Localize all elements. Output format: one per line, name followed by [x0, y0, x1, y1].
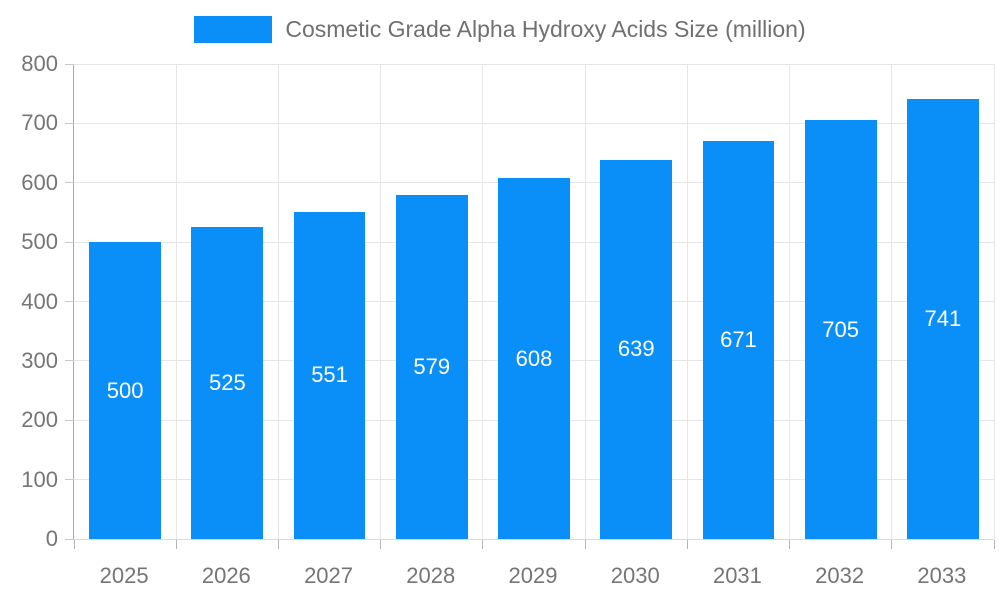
legend: Cosmetic Grade Alpha Hydroxy Acids Size … — [0, 16, 1000, 43]
bar[interactable]: 608 — [498, 178, 570, 539]
x-axis-label: 2027 — [304, 563, 354, 588]
y-axis-tick — [65, 301, 74, 302]
y-axis-tick — [65, 360, 74, 362]
bar-value-label: 608 — [515, 345, 553, 371]
gridline-h — [74, 63, 994, 65]
bar[interactable]: 525 — [191, 227, 264, 539]
gridline-v — [584, 64, 586, 539]
legend-label: Cosmetic Grade Alpha Hydroxy Acids Size … — [285, 16, 806, 42]
bar[interactable]: 500 — [89, 242, 161, 539]
x-axis-label: 2025 — [99, 563, 149, 588]
bar[interactable]: 741 — [907, 99, 979, 539]
y-axis-label: 800 — [21, 51, 58, 76]
bar-value-label: 741 — [924, 306, 962, 332]
gridline-v — [686, 64, 688, 539]
x-axis-label: 2030 — [610, 563, 660, 588]
x-axis-tick — [175, 540, 177, 549]
legend-item[interactable]: Cosmetic Grade Alpha Hydroxy Acids Size … — [194, 16, 806, 43]
x-axis-label: 2026 — [201, 563, 251, 588]
y-axis-label: 600 — [21, 169, 58, 195]
gridline-v — [380, 64, 382, 539]
bar-value-label: 525 — [208, 370, 246, 396]
x-axis-tick — [73, 540, 75, 549]
y-axis-label: 0 — [45, 526, 58, 551]
gridline-v — [482, 64, 484, 539]
gridline-v — [277, 64, 279, 539]
bar-value-label: 579 — [413, 354, 451, 380]
x-axis-label: 2032 — [815, 563, 865, 588]
y-axis-label: 500 — [21, 229, 58, 255]
y-axis-label: 700 — [21, 110, 58, 136]
x-axis-tick — [789, 540, 791, 549]
x-axis-tick — [482, 540, 484, 549]
plot-area: 500 525 551 579 608 639 671 705 741 — [65, 63, 995, 549]
gridline-h — [74, 122, 994, 124]
bar[interactable]: 705 — [804, 120, 877, 539]
bar[interactable]: 671 — [702, 140, 775, 539]
x-axis-label: 2028 — [406, 563, 456, 588]
legend-marker-swatch — [194, 16, 273, 43]
y-axis-tick — [65, 241, 74, 243]
x-axis-label: 2029 — [508, 563, 558, 588]
bar-value-label: 671 — [720, 326, 757, 352]
bar[interactable]: 551 — [293, 211, 366, 539]
x-axis-tick — [584, 540, 586, 549]
bar-value-label: 639 — [617, 336, 655, 362]
y-axis-label: 100 — [21, 466, 58, 492]
y-axis-tick — [65, 63, 74, 65]
y-axis-tick — [65, 182, 74, 184]
bar-value-label: 551 — [311, 362, 348, 388]
gridline-v — [175, 64, 177, 539]
x-axis-tick — [891, 540, 893, 549]
y-axis-tick — [65, 122, 74, 124]
y-axis-tick — [65, 479, 74, 481]
gridline-v — [891, 64, 893, 539]
y-axis-tick — [65, 419, 74, 421]
gridline-v — [993, 64, 995, 539]
x-axis-label: 2031 — [712, 563, 762, 588]
y-axis-label: 400 — [21, 288, 58, 314]
y-axis-label: 300 — [21, 347, 58, 373]
x-axis-tick — [686, 540, 688, 549]
bar-value-label: 500 — [106, 377, 144, 403]
x-axis-tick — [277, 540, 279, 549]
y-axis-tick — [65, 538, 74, 540]
x-axis-tick — [380, 540, 382, 549]
bar[interactable]: 639 — [600, 159, 673, 539]
x-axis-label: 2033 — [917, 563, 967, 588]
x-axis-tick — [993, 540, 995, 549]
y-axis-label: 200 — [21, 407, 58, 433]
bar-value-label: 705 — [822, 316, 860, 342]
gridline-v — [789, 64, 791, 539]
bar[interactable]: 579 — [395, 195, 468, 539]
